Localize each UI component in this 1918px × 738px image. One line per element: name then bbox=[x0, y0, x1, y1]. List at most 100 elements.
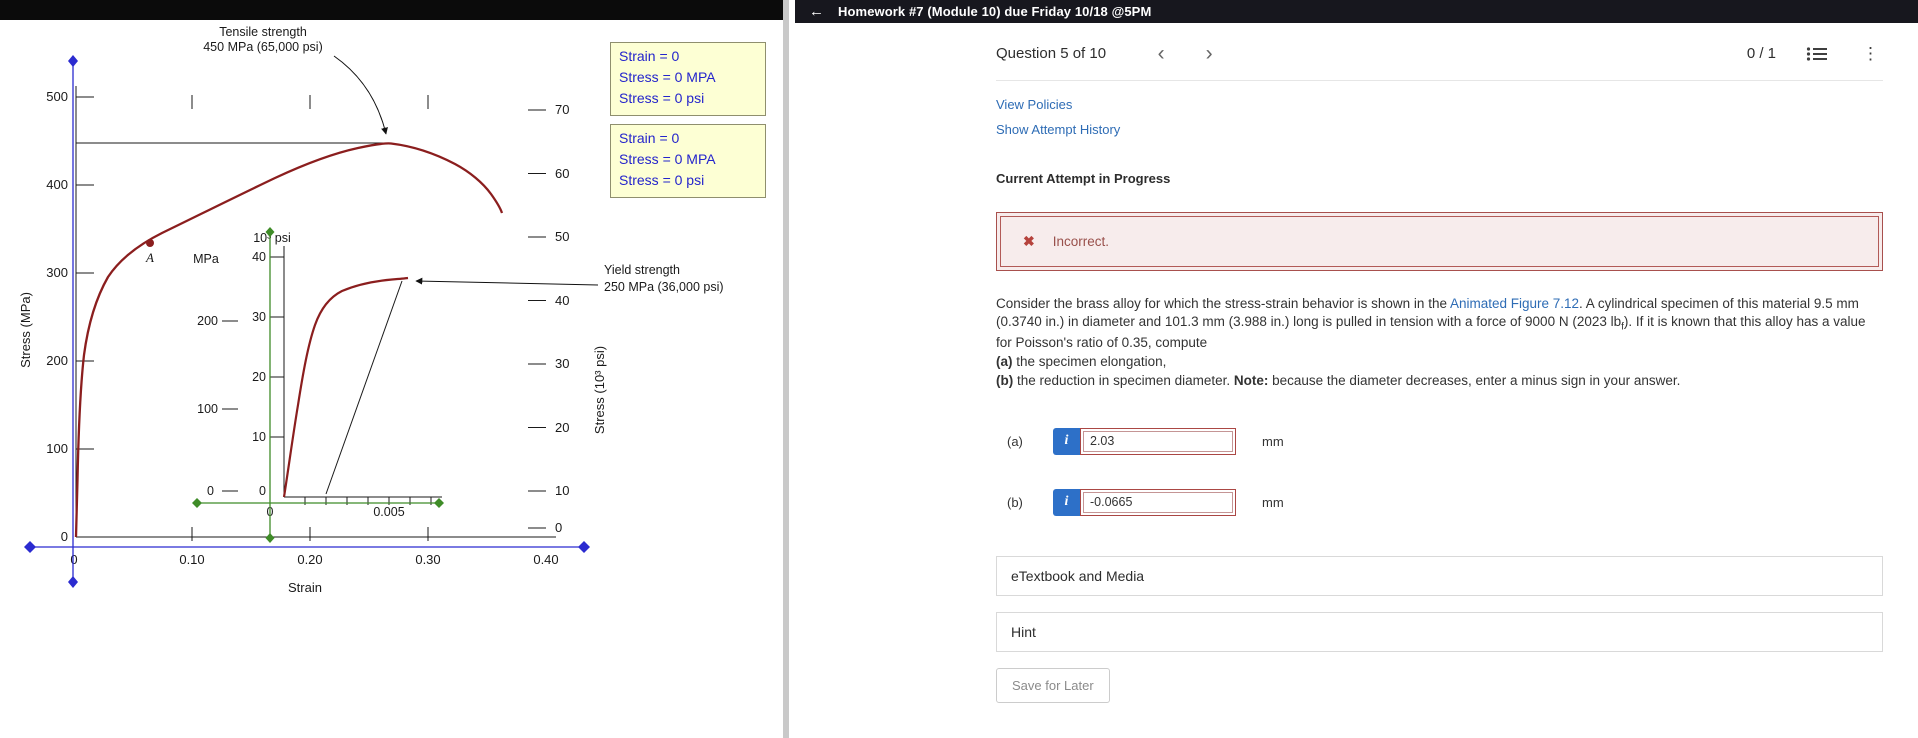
svg-text:0.40: 0.40 bbox=[533, 552, 558, 567]
svg-text:20: 20 bbox=[555, 420, 569, 435]
tensile-annotation: Tensile strength 450 MPa (65,000 psi) bbox=[203, 25, 323, 54]
point-a-marker bbox=[146, 239, 154, 247]
psi-tick-labels: 70 60 50 40 30 20 10 0 bbox=[555, 102, 569, 535]
question-item-a: (a) the specimen elongation, bbox=[996, 353, 1167, 369]
tensile-annotation-arrow bbox=[333, 55, 388, 135]
svg-text:0: 0 bbox=[259, 484, 266, 498]
readout-stress-psi: Stress = 0 psi bbox=[619, 90, 705, 106]
svg-text:200: 200 bbox=[197, 314, 218, 328]
score-badge: 0 / 1 bbox=[1746, 45, 1776, 62]
readout-stress-mpa: Stress = 0 MPA bbox=[619, 69, 716, 85]
question-part-1: Consider the brass alloy for which the s… bbox=[996, 296, 1450, 311]
question-item-b: (b) the reduction in specimen diameter. … bbox=[996, 372, 1681, 388]
inset-guide-handle-right[interactable] bbox=[434, 498, 444, 508]
inset-axes bbox=[222, 246, 442, 505]
inset-guide-handle-bottom[interactable] bbox=[265, 533, 275, 543]
etextbook-section-bar[interactable]: eTextbook and Media bbox=[996, 555, 1883, 596]
mpa-tick-labels: 500 400 300 200 100 0 bbox=[46, 89, 68, 544]
svg-text:100: 100 bbox=[46, 441, 68, 456]
info-button[interactable]: i bbox=[1053, 427, 1080, 455]
attempt-heading: Current Attempt in Progress bbox=[996, 171, 1171, 186]
y2-axis-title: Stress (10³ psi) bbox=[592, 346, 607, 434]
question-list-icon[interactable] bbox=[1806, 46, 1828, 62]
svg-text:Yield strength: Yield strength bbox=[604, 263, 680, 277]
svg-text:500: 500 bbox=[46, 89, 68, 104]
main-axes bbox=[75, 86, 556, 541]
svg-text:70: 70 bbox=[555, 102, 569, 117]
save-for-later-button[interactable]: Save for Later bbox=[996, 667, 1110, 703]
inset-curve bbox=[282, 276, 409, 498]
answer-row-b: (b) i mm bbox=[996, 488, 1883, 516]
inset-labels: 10³ psi MPa 40 30 20 10 0 200 100 0 0 0.… bbox=[193, 231, 405, 519]
yield-annotation: Yield strength 250 MPa (36,000 psi) bbox=[604, 263, 724, 294]
svg-text:MPa: MPa bbox=[193, 252, 219, 266]
hint-section-bar[interactable]: Hint bbox=[996, 611, 1883, 652]
incorrect-x-icon: ✖ bbox=[1023, 233, 1035, 249]
figure-window-titlebar bbox=[0, 0, 783, 20]
answer-b-label: (b) bbox=[1007, 494, 1023, 510]
svg-text:300: 300 bbox=[46, 265, 68, 280]
attempt-history-link[interactable]: Show Attempt History bbox=[996, 122, 1121, 137]
answer-b-input[interactable] bbox=[1083, 491, 1233, 513]
svg-text:100: 100 bbox=[197, 402, 218, 416]
inset-guide-handle-top[interactable] bbox=[265, 227, 275, 237]
readout-stress-psi: Stress = 0 psi bbox=[619, 172, 705, 188]
svg-text:10: 10 bbox=[555, 483, 569, 498]
back-arrow-icon[interactable]: ← bbox=[809, 3, 824, 20]
cursor-readout-box-2: Strain = 0 Stress = 0 MPA Stress = 0 psi bbox=[610, 124, 766, 198]
svg-text:Tensile strength: Tensile strength bbox=[219, 25, 307, 39]
svg-text:450 MPa (65,000 psi): 450 MPa (65,000 psi) bbox=[203, 40, 323, 54]
offset-construction-line bbox=[325, 280, 403, 495]
strain-tick-labels: 0 0.10 0.20 0.30 0.40 bbox=[70, 552, 558, 567]
svg-text:0.20: 0.20 bbox=[297, 552, 322, 567]
lbf-subscript: f bbox=[1621, 321, 1624, 333]
inset-cursor-guides[interactable] bbox=[192, 227, 444, 543]
answer-a-input-wrap bbox=[1080, 427, 1236, 455]
answer-a-input[interactable] bbox=[1083, 430, 1233, 452]
prev-question-button[interactable]: ‹ bbox=[1157, 42, 1165, 65]
svg-text:10: 10 bbox=[252, 430, 266, 444]
svg-text:200: 200 bbox=[46, 353, 68, 368]
question-part-3: ). If it is known that this alloy has a … bbox=[996, 313, 1866, 350]
question-content: Question 5 of 10 ‹ › 0 / 1 bbox=[996, 23, 1883, 703]
answer-b-unit: mm bbox=[1262, 494, 1284, 510]
assignment-title: Homework #7 (Module 10) due Friday 10/18… bbox=[838, 4, 1152, 19]
stress-strain-figure: 500 400 300 200 100 0 70 60 50 40 30 20 … bbox=[18, 25, 724, 595]
x-axis-title: Strain bbox=[288, 580, 322, 595]
yield-annotation-arrow bbox=[415, 277, 599, 286]
homework-panel: ← Homework #7 (Module 10) due Friday 10/… bbox=[795, 0, 1918, 738]
kebab-menu-icon[interactable]: ⋮ bbox=[1862, 43, 1879, 63]
svg-text:0.005: 0.005 bbox=[373, 505, 404, 519]
svg-text:30: 30 bbox=[252, 310, 266, 324]
main-guide-handle-left[interactable] bbox=[24, 541, 36, 553]
svg-text:400: 400 bbox=[46, 177, 68, 192]
readout-strain: Strain = 0 bbox=[619, 130, 680, 146]
svg-text:40: 40 bbox=[555, 293, 569, 308]
svg-text:50: 50 bbox=[555, 229, 569, 244]
svg-text:0.30: 0.30 bbox=[415, 552, 440, 567]
stress-strain-curve bbox=[74, 142, 504, 538]
main-guide-handle-bottom[interactable] bbox=[68, 576, 78, 588]
animated-figure-link[interactable]: Animated Figure 7.12 bbox=[1449, 296, 1580, 311]
view-policies-link[interactable]: View Policies bbox=[996, 97, 1073, 112]
question-nav-bar: Question 5 of 10 ‹ › 0 / 1 bbox=[996, 23, 1883, 81]
main-guide-handle-right[interactable] bbox=[578, 541, 590, 553]
svg-text:0: 0 bbox=[207, 484, 214, 498]
question-counter: Question 5 of 10 bbox=[996, 45, 1107, 62]
svg-text:0: 0 bbox=[70, 552, 77, 567]
next-question-button[interactable]: › bbox=[1205, 42, 1213, 65]
svg-text:250 MPa (36,000 psi): 250 MPa (36,000 psi) bbox=[604, 280, 724, 294]
main-guide-handle-top[interactable] bbox=[68, 55, 78, 67]
figure-window: 500 400 300 200 100 0 70 60 50 40 30 20 … bbox=[0, 0, 789, 738]
incorrect-message: Incorrect. bbox=[1052, 234, 1110, 249]
point-a-label: A bbox=[145, 250, 154, 265]
inset-guide-handle-left[interactable] bbox=[192, 498, 202, 508]
answer-b-input-wrap bbox=[1080, 488, 1236, 516]
svg-text:0: 0 bbox=[61, 529, 68, 544]
readout-stress-mpa: Stress = 0 MPA bbox=[619, 151, 716, 167]
svg-text:0: 0 bbox=[555, 520, 562, 535]
info-button[interactable]: i bbox=[1053, 488, 1080, 516]
main-cursor-guides[interactable] bbox=[24, 55, 590, 588]
svg-text:20: 20 bbox=[252, 370, 266, 384]
